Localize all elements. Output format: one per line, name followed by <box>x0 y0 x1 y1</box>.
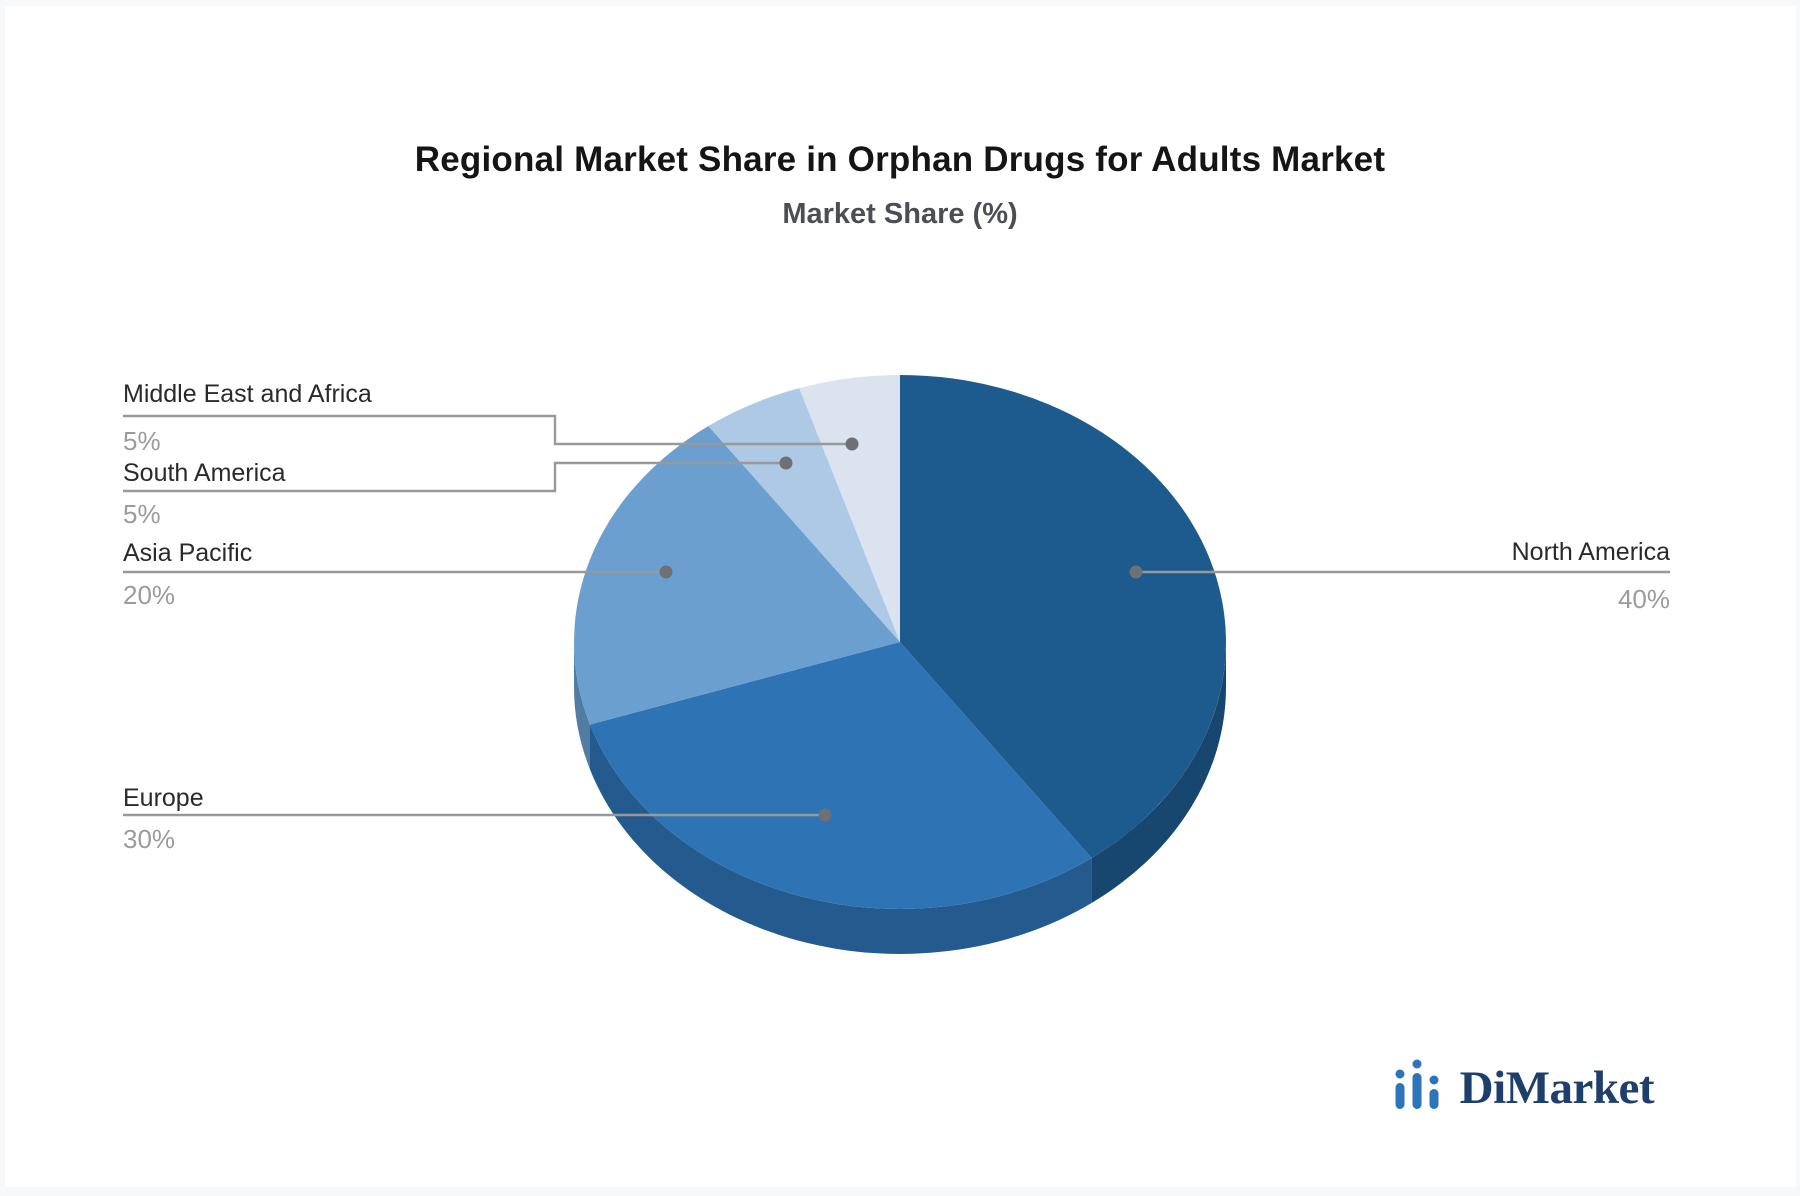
dimarket-logo-icon <box>1395 1059 1439 1109</box>
pie-slice-side-europe <box>590 724 1092 954</box>
connector-south-america <box>123 461 786 493</box>
pie-slice-side-asia-pacific <box>574 642 590 770</box>
label-south-america: South America <box>123 459 286 487</box>
pie-slice-north-america[interactable] <box>900 375 1226 858</box>
page-edge-bottom <box>0 1187 1800 1196</box>
value-middle-east-and-africa: 5% <box>123 426 161 456</box>
page-edge-left <box>0 0 5 1196</box>
pie-slice-side-north-america <box>1091 642 1226 903</box>
pie-slice-europe[interactable] <box>590 642 1092 909</box>
pie-slice-south-america[interactable] <box>708 388 900 642</box>
connector-dot-middle-east-and-africa <box>845 437 859 451</box>
chart-subtitle: Market Share (%) <box>782 198 1018 230</box>
page-edge-top <box>0 0 1800 6</box>
connector-dot-asia-pacific <box>659 565 673 579</box>
connector-dot-europe <box>818 808 832 822</box>
chart-title: Regional Market Share in Orphan Drugs fo… <box>414 140 1386 179</box>
value-asia-pacific: 20% <box>123 580 176 610</box>
label-asia-pacific: Asia Pacific <box>123 539 253 567</box>
connector-dot-south-america <box>779 456 793 470</box>
connector-dot-north-america <box>1129 565 1143 579</box>
label-north-america: North America <box>1511 538 1670 566</box>
dimarket-logo-text: DiMarket <box>1459 1062 1655 1114</box>
value-south-america: 5% <box>123 499 161 529</box>
value-north-america: 40% <box>1617 584 1670 614</box>
pie-slice-asia-pacific[interactable] <box>574 426 900 725</box>
label-europe: Europe <box>123 784 204 812</box>
page-edge-right <box>1796 0 1800 1196</box>
connector-middle-east-and-africa <box>123 414 852 446</box>
label-middle-east-and-africa: Middle East and Africa <box>123 380 372 408</box>
dimarket-logo: DiMarket <box>1391 1056 1655 1114</box>
value-europe: 30% <box>123 824 176 854</box>
pie-slice-middle-east-and-africa[interactable] <box>799 375 900 642</box>
